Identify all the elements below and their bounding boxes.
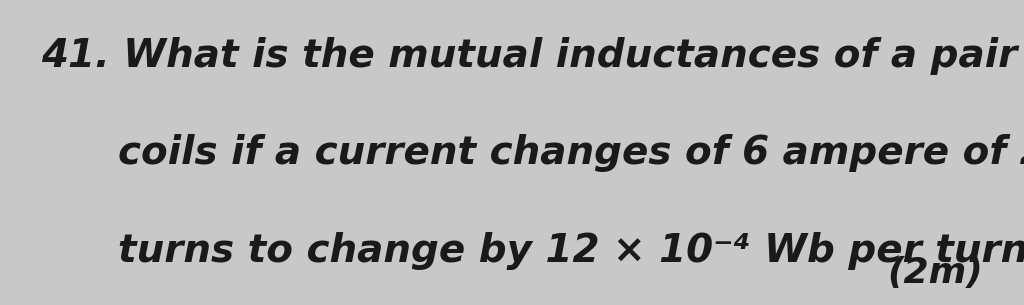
Text: coils if a current changes of 6 ampere of 200: coils if a current changes of 6 ampere o… (118, 134, 1024, 172)
Text: 41. What is the mutual inductances of a pair of: 41. What is the mutual inductances of a … (41, 37, 1024, 75)
Text: (2m): (2m) (887, 256, 983, 290)
Text: turns to change by 12 × 10⁻⁴ Wb per turn?: turns to change by 12 × 10⁻⁴ Wb per turn… (118, 232, 1024, 270)
